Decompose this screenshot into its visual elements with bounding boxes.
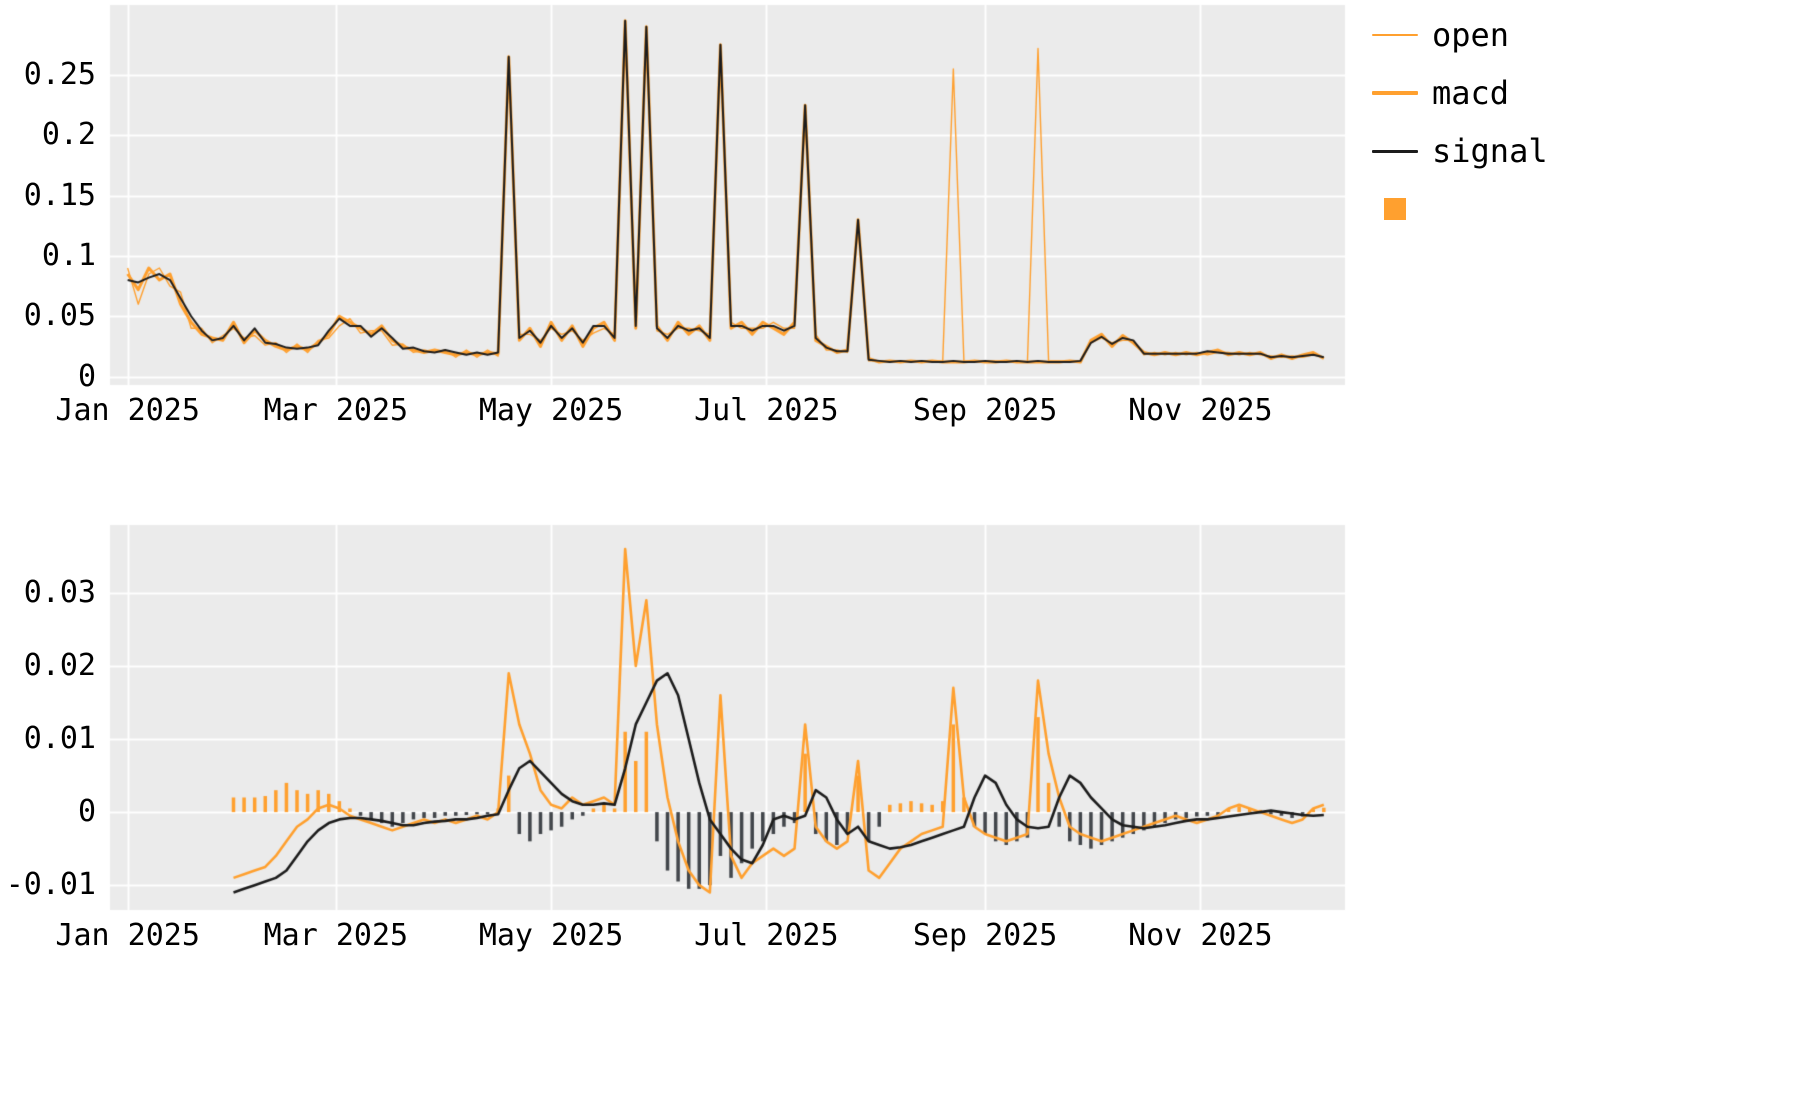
- open-line-swatch: [1372, 23, 1418, 47]
- legend-item-signal: signal: [1372, 128, 1548, 174]
- macd-line-swatch: [1372, 81, 1418, 105]
- legend-label-signal: signal: [1432, 132, 1548, 170]
- legend-item-marker: [1372, 186, 1548, 232]
- legend-item-macd: macd: [1372, 70, 1548, 116]
- legend-label-macd: macd: [1432, 74, 1510, 112]
- legend: open macd signal: [1372, 12, 1548, 232]
- legend-label-open: open: [1432, 16, 1510, 54]
- signal-line-swatch: [1372, 139, 1418, 163]
- square-marker-swatch: [1372, 197, 1418, 221]
- legend-item-open: open: [1372, 12, 1548, 58]
